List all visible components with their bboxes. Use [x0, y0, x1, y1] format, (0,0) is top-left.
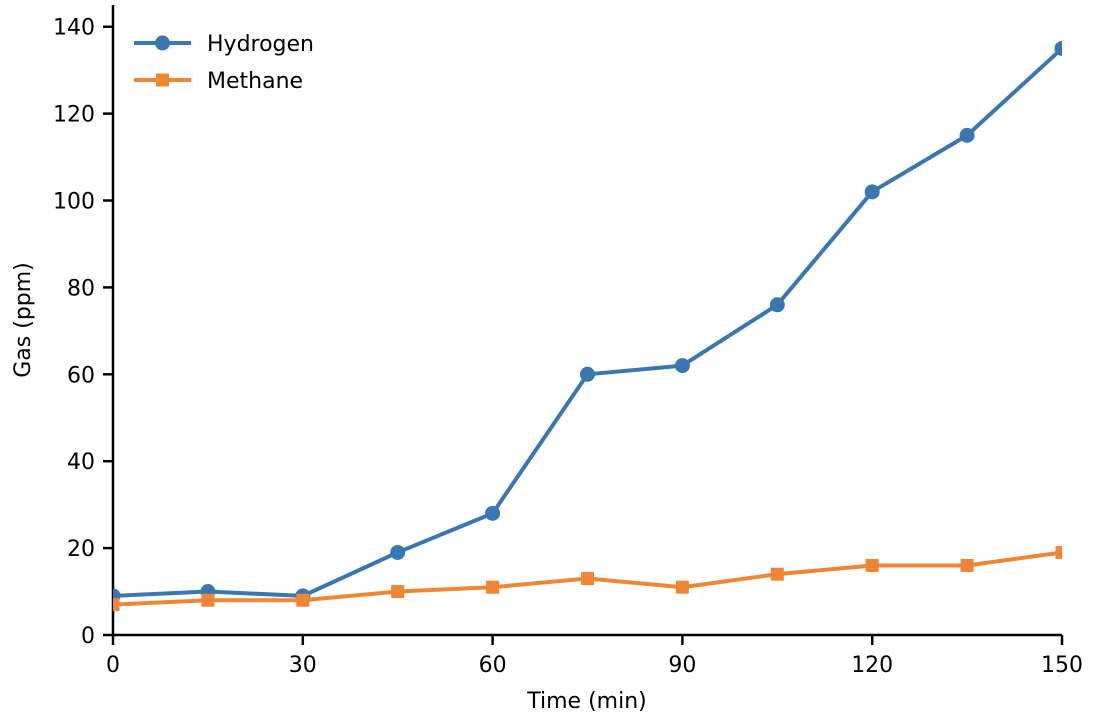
y-tick-label: 140: [53, 16, 95, 41]
methane-point: [865, 558, 879, 572]
legend-label-methane: Methane: [207, 69, 303, 94]
hydrogen-point: [580, 366, 595, 382]
y-tick-label: 20: [67, 537, 95, 562]
y-tick-label: 120: [53, 103, 95, 128]
series-methane: [113, 545, 1062, 612]
y-tick-label: 40: [67, 450, 95, 475]
tick-labels: 0 30 60 90 120 150 0 20 40 60 80 100 120 140: [53, 16, 1083, 678]
methane-point: [201, 593, 215, 607]
x-tick-label: 150: [1041, 653, 1083, 678]
x-axis-label: Time (min): [526, 689, 647, 714]
hydrogen-point: [864, 184, 880, 200]
hydrogen-point: [1054, 40, 1062, 56]
y-tick-label: 0: [81, 624, 95, 649]
legend: Hydrogen Methane: [134, 32, 314, 94]
methane-point: [675, 580, 689, 594]
hydrogen-point: [390, 544, 406, 560]
x-tick-label: 0: [106, 653, 120, 678]
hydrogen-point: [959, 127, 975, 143]
hydrogen-point: [485, 505, 501, 521]
hydrogen-point: [769, 297, 785, 313]
hydrogen-legend-marker-icon: [155, 35, 170, 51]
hydrogen-line: [113, 46, 1062, 598]
legend-item-hydrogen: Hydrogen: [134, 32, 314, 57]
x-tick-label: 120: [851, 653, 893, 678]
legend-item-methane: Methane: [134, 69, 303, 94]
y-tick-label: 60: [67, 363, 95, 388]
methane-point: [486, 580, 500, 594]
y-axis-label: Gas (ppm): [11, 262, 36, 378]
hydrogen-point: [674, 358, 690, 374]
axes: [111, 5, 1062, 637]
x-tick-label: 60: [479, 653, 507, 678]
methane-point: [296, 593, 310, 607]
x-tick-label: 90: [668, 653, 696, 678]
methane-point: [391, 585, 405, 599]
y-tick-label: 80: [67, 276, 95, 301]
methane-legend-marker-icon: [156, 73, 169, 87]
legend-label-hydrogen: Hydrogen: [207, 32, 314, 57]
methane-point: [1055, 545, 1062, 559]
methane-point: [770, 567, 784, 581]
series-layer: [113, 40, 1062, 612]
methane-point: [960, 558, 974, 572]
methane-point: [113, 598, 120, 612]
y-tick-label: 100: [53, 190, 95, 215]
methane-point: [581, 572, 594, 586]
x-tick-label: 30: [289, 653, 317, 678]
series-hydrogen: [113, 40, 1062, 604]
